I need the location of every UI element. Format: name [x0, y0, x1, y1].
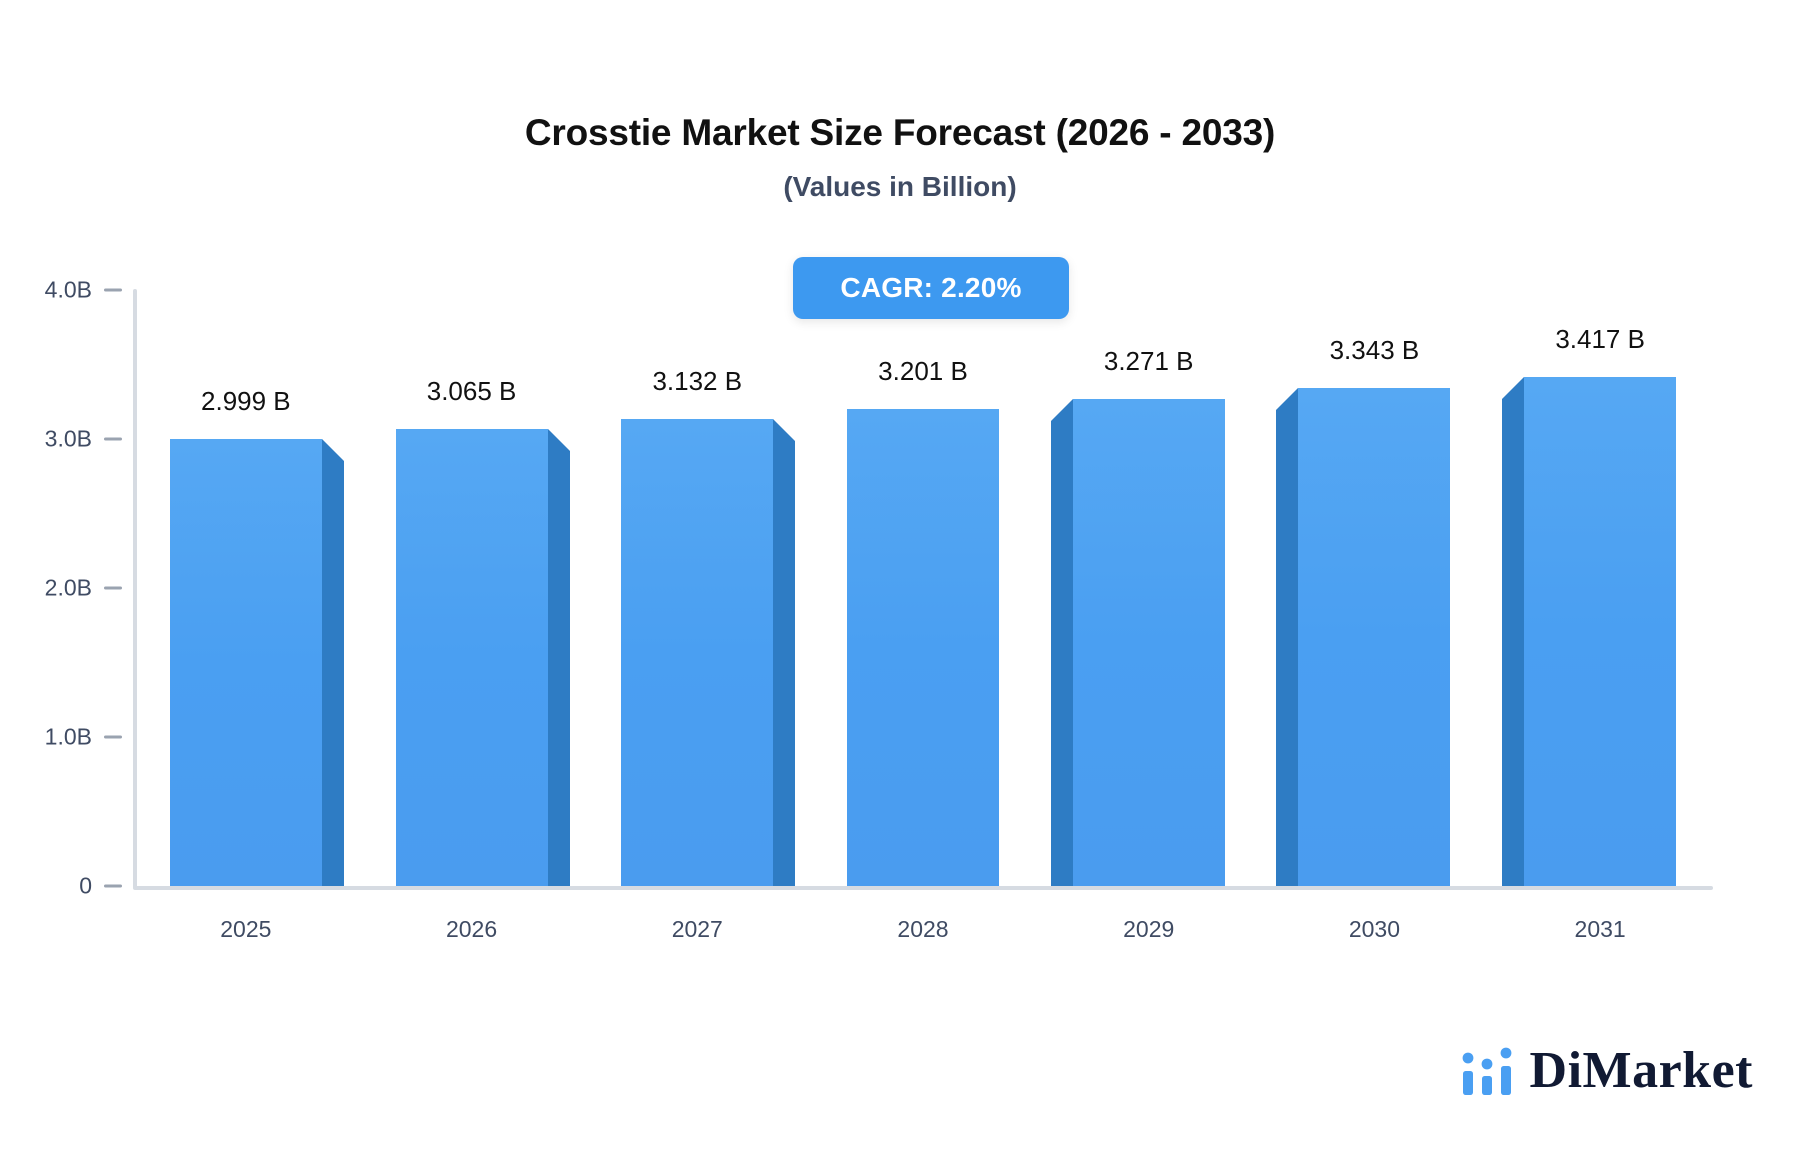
y-axis-tick-label: 0 — [79, 872, 92, 899]
x-axis-tick-label: 2028 — [897, 916, 949, 942]
bar-value-label: 2.999 B — [201, 386, 291, 416]
bar-side-left — [1502, 377, 1524, 886]
bar[interactable] — [1502, 377, 1676, 886]
bar-front-face — [170, 439, 322, 886]
bar-side-left — [1276, 388, 1298, 886]
x-axis-tick-label: 2029 — [1123, 916, 1175, 942]
y-axis-tick-mark — [104, 437, 122, 441]
y-axis-tick-mark — [104, 735, 122, 739]
bar-side-right — [773, 419, 795, 886]
y-axis-tick-label: 3.0B — [44, 425, 92, 452]
bar-value-label: 3.132 B — [652, 366, 743, 396]
x-axis-tick-label: 2026 — [445, 916, 498, 942]
y-axis-tick-mark — [104, 884, 122, 888]
bar-side-left — [1051, 399, 1073, 886]
bar-front-face — [847, 409, 999, 886]
x-axis-tick-label: 2027 — [671, 916, 723, 942]
x-axis-tick-label: 2030 — [1348, 916, 1400, 942]
bar[interactable] — [1051, 399, 1225, 886]
cagr-badge: CAGR: 2.20% — [793, 257, 1069, 319]
bar-front-face — [1524, 377, 1676, 886]
bar-value-label: 3.343 B — [1329, 335, 1420, 365]
bar-front-face — [621, 419, 773, 886]
bar-front-face — [1073, 399, 1225, 886]
x-axis-line — [133, 886, 1713, 890]
bar-side-right — [322, 439, 344, 886]
bar-value-label: 3.271 B — [1103, 346, 1194, 376]
chart-title: Crosstie Market Size Forecast (2026 - 20… — [524, 112, 1276, 153]
y-axis-tick-label: 4.0B — [44, 276, 92, 303]
bar-value-label: 3.417 B — [1555, 324, 1645, 354]
chart-subtitle: (Values in Billion) — [783, 171, 1017, 202]
bar[interactable] — [170, 439, 344, 886]
y-axis-tick-label: 1.0B — [44, 723, 92, 750]
bar-value-label: 3.065 B — [426, 376, 517, 406]
bar[interactable] — [396, 429, 570, 886]
bar[interactable] — [847, 409, 999, 886]
y-axis-tick-label: 2.0B — [44, 574, 92, 601]
y-axis-tick-mark — [104, 288, 122, 292]
logo-wordmark: DiMarket — [1529, 1042, 1753, 1099]
bar-chart-logo-icon — [1462, 1047, 1511, 1095]
bar-front-face — [396, 429, 548, 886]
dimarket-logo: DiMarket — [1460, 1045, 1753, 1097]
x-axis-tick-label: 2031 — [1574, 916, 1626, 942]
x-axis-tick-label: 2025 — [220, 916, 272, 942]
bar[interactable] — [1276, 388, 1450, 886]
bar[interactable] — [621, 419, 795, 886]
y-axis-tick-mark — [104, 586, 122, 590]
cagr-badge-label: CAGR: 2.20% — [840, 272, 1022, 303]
bar-front-face — [1298, 388, 1450, 886]
bar-side-right — [548, 429, 570, 886]
bar-value-label: 3.201 B — [878, 356, 968, 386]
y-axis-line — [133, 289, 137, 889]
